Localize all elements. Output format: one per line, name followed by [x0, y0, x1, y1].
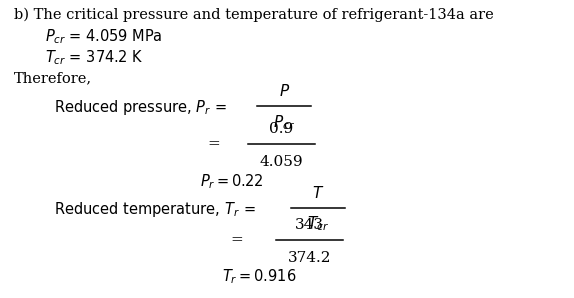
- Text: $P_{cr}$: $P_{cr}$: [273, 113, 295, 132]
- Text: b) The critical pressure and temperature of refrigerant-134a are: b) The critical pressure and temperature…: [14, 8, 494, 22]
- Text: $T_{cr}$: $T_{cr}$: [307, 215, 329, 233]
- Text: =: =: [230, 233, 243, 247]
- Text: Reduced pressure, $P_r\,=$: Reduced pressure, $P_r\,=$: [53, 98, 227, 117]
- Text: $T$: $T$: [312, 185, 324, 201]
- Text: $P_r = 0.22$: $P_r = 0.22$: [200, 173, 263, 191]
- Text: $P_{cr}$ = 4.059 MPa: $P_{cr}$ = 4.059 MPa: [45, 27, 162, 46]
- Text: Therefore,: Therefore,: [14, 71, 92, 85]
- Text: $T_{cr}$ = 374.2 K: $T_{cr}$ = 374.2 K: [45, 48, 144, 66]
- Text: =: =: [207, 137, 220, 151]
- Text: 4.059: 4.059: [259, 155, 303, 169]
- Text: $T_r = 0.916$: $T_r = 0.916$: [222, 268, 297, 286]
- Text: 343: 343: [295, 218, 324, 232]
- Text: Reduced temperature, $T_r\,=$: Reduced temperature, $T_r\,=$: [53, 200, 255, 218]
- Text: 374.2: 374.2: [288, 251, 331, 265]
- Text: 0.9: 0.9: [269, 122, 293, 136]
- Text: $P$: $P$: [278, 83, 290, 99]
